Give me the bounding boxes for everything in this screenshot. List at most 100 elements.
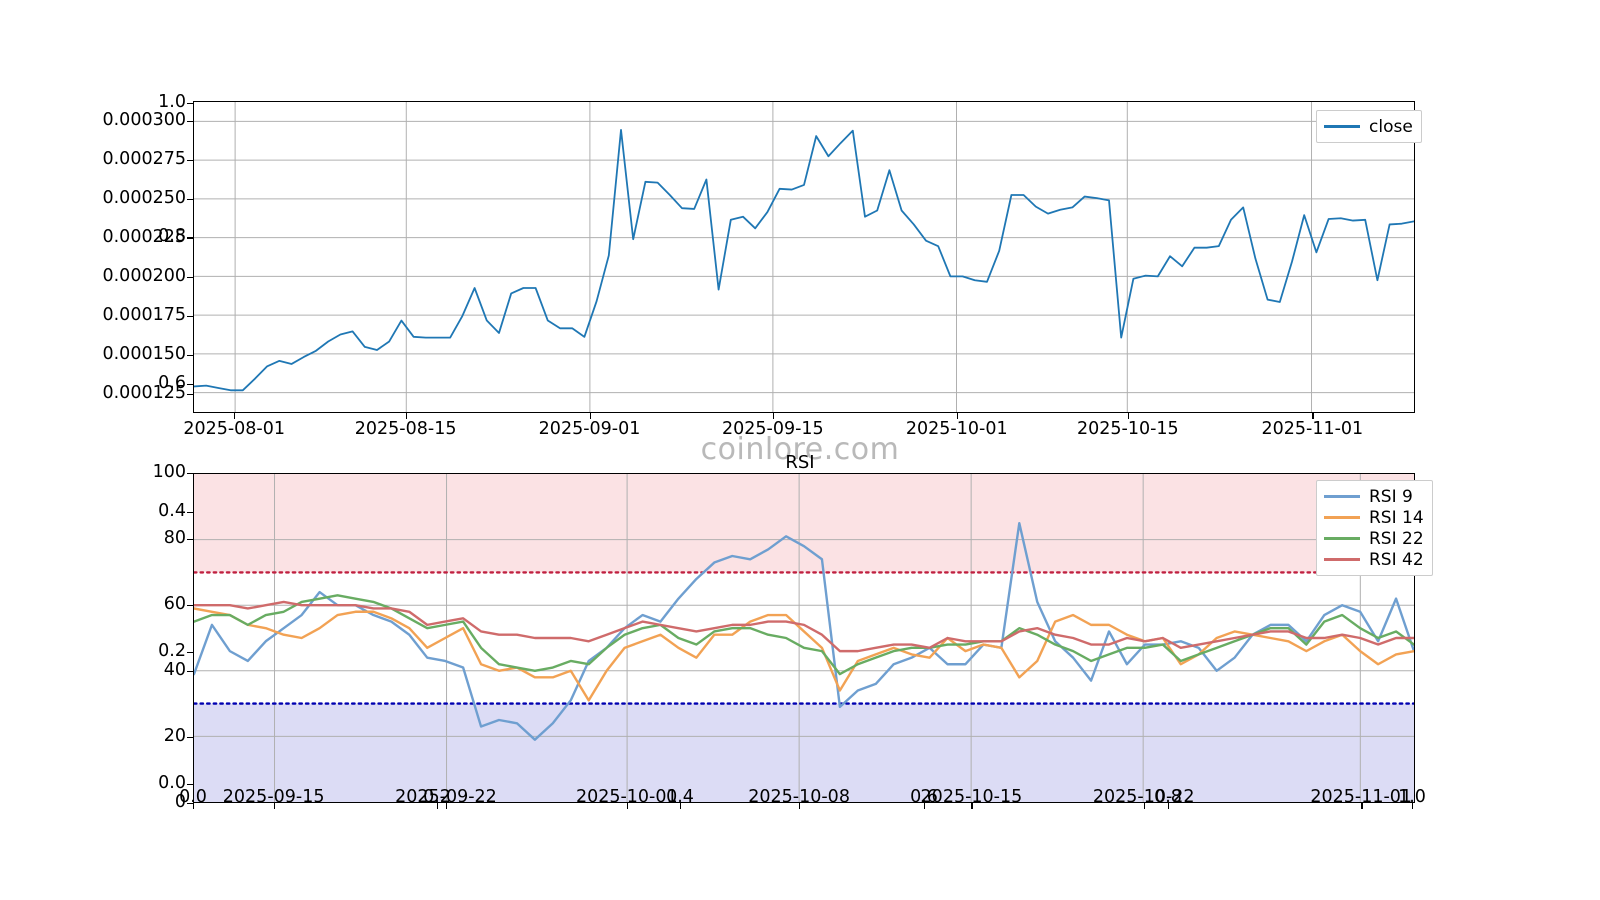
rsi-x-normalized-tick-label: 0.8 [1154, 787, 1182, 807]
rsi-x-tick-mark [799, 803, 801, 809]
price-y-normalized-tick-mark [187, 384, 193, 386]
rsi-x-normalized-tick-mark [1168, 803, 1170, 809]
price-y-tick-label: 0.000150 [102, 343, 186, 364]
price-x-tick-label: 2025-09-15 [721, 419, 824, 439]
rsi-x-normalized-tick-mark [437, 803, 439, 809]
rsi-x-tick-label: 2025-10-22 [1092, 787, 1195, 807]
rsi-x-tick-label: 2025-11-01 [1310, 787, 1413, 807]
rsi-x-tick-label: 2025-10-08 [748, 787, 850, 807]
price-x-tick-label: 2025-11-01 [1261, 419, 1364, 439]
price-x-tick-mark [956, 413, 959, 419]
price-y-tick-label: 0.000200 [102, 265, 186, 286]
rsi-y-normalized-tick-mark [187, 784, 193, 786]
legend-item-close: close [1324, 116, 1413, 137]
rsi-x-tick-label: 2025-09-15 [222, 787, 325, 807]
rsi-y-tick-label: 80 [163, 528, 186, 548]
price-y-normalized-tick-mark [187, 237, 193, 239]
price-x-tick-mark [234, 413, 236, 419]
rsi-y-normalized-tick-mark [187, 512, 193, 514]
rsi-x-normalized-tick-mark [1412, 803, 1414, 809]
rsi-y-tick-mark [187, 605, 193, 607]
rsi-y-tick-mark [187, 539, 193, 541]
legend-label: RSI 42 [1369, 549, 1424, 570]
price-y-normalized-tick-mark [187, 103, 193, 105]
rsi-x-normalized-tick-label: 1.0 [1398, 787, 1426, 807]
rsi-y-normalized-tick-mark [187, 652, 193, 654]
legend-label: close [1369, 116, 1413, 137]
rsi-y-tick-mark [187, 737, 193, 739]
price-y-tick-mark [187, 159, 193, 161]
rsi-x-tick-label: 2025-10-01 [575, 787, 678, 807]
price-x-tick-label: 2025-08-01 [183, 419, 286, 439]
rsi-x-normalized-tick-label: 0.4 [666, 787, 694, 807]
rsi-x-tick-mark [971, 803, 973, 809]
rsi-x-normalized-tick-label: 0.2 [423, 787, 451, 807]
legend-swatch-line-icon [1324, 516, 1360, 519]
rsi-y-tick-mark [187, 473, 193, 475]
rsi-y-tick-mark [187, 803, 193, 805]
legend-swatch-line-icon [1324, 537, 1360, 540]
legend-label: RSI 9 [1369, 486, 1413, 507]
rsi-x-tick-label: 2025-09-22 [395, 787, 497, 807]
rsi-y-tick-mark [187, 671, 193, 673]
legend-item-rsi-9: RSI 9 [1324, 486, 1424, 507]
price-y-tick-mark [187, 354, 193, 356]
rsi-x-tick-label: 2025-10-15 [920, 787, 1023, 807]
rsi-x-tick-mark [445, 803, 448, 809]
rsi-x-normalized-tick-mark [924, 803, 926, 809]
legend-label: RSI 14 [1369, 507, 1424, 528]
price-x-tick-mark [1312, 413, 1314, 419]
rsi-y-tick-label: 60 [163, 594, 186, 614]
price-x-tick-mark [1127, 413, 1130, 419]
price-x-tick-mark [405, 413, 407, 419]
price-y-tick-label: 0.000175 [102, 304, 186, 325]
price-y-tick-label: 0.000275 [102, 148, 186, 169]
rsi-x-tick-mark [273, 803, 275, 809]
rsi-y-normalized-tick-label: 0.0 [158, 773, 186, 793]
price-y-normalized-tick-label: 1.0 [158, 92, 186, 112]
legend-swatch-line-icon [1324, 495, 1360, 498]
price-y-normalized-tick-label: 0.8 [158, 226, 186, 246]
rsi-y-tick-label: 0 [174, 792, 186, 812]
rsi-y-normalized-tick-label: 0.2 [158, 641, 186, 661]
rsi-plot-area [194, 474, 1414, 802]
price-x-tick-label: 2025-08-15 [354, 419, 457, 439]
legend-item-rsi-14: RSI 14 [1324, 507, 1424, 528]
legend-swatch-line-icon [1324, 125, 1360, 128]
price-y-tick-label: 0.000250 [102, 187, 186, 208]
rsi-chart-title: RSI [785, 452, 815, 473]
rsi-x-normalized-tick-label: 0.6 [910, 787, 938, 807]
legend-label: RSI 22 [1369, 528, 1424, 549]
rsi-x-tick-mark [1361, 803, 1363, 809]
rsi-x-normalized-tick-mark [193, 803, 195, 809]
rsi-legend: RSI 9 RSI 14 RSI 22 RSI 42 [1316, 480, 1433, 576]
rsi-y-tick-label: 100 [152, 462, 186, 482]
rsi-x-normalized-tick-mark [680, 803, 682, 809]
rsi-chart-axes [193, 473, 1415, 803]
rsi-y-tick-label: 40 [163, 660, 186, 680]
price-y-tick-label: 0.000125 [102, 382, 186, 403]
price-y-tick-mark [187, 276, 193, 278]
price-legend: close [1316, 110, 1422, 143]
price-y-tick-mark [187, 198, 193, 200]
price-x-tick-mark [589, 413, 591, 419]
price-y-tick-label: 0.000300 [102, 109, 186, 130]
price-x-tick-label: 2025-10-15 [1076, 419, 1179, 439]
price-y-tick-label: 0.000225 [102, 226, 186, 247]
rsi-x-tick-mark [626, 803, 629, 809]
price-y-tick-mark [187, 120, 193, 122]
rsi-x-tick-mark [1143, 803, 1145, 809]
price-y-normalized-tick-label: 0.6 [158, 373, 186, 393]
price-y-tick-mark [187, 393, 193, 395]
legend-swatch-line-icon [1324, 558, 1360, 561]
legend-item-rsi-22: RSI 22 [1324, 528, 1424, 549]
price-x-tick-label: 2025-10-01 [905, 419, 1008, 439]
price-x-tick-label: 2025-09-01 [538, 419, 641, 439]
price-y-tick-mark [187, 315, 193, 317]
rsi-y-tick-label: 20 [163, 726, 186, 746]
rsi-y-normalized-tick-label: 0.4 [158, 501, 186, 521]
price-plot-area [194, 102, 1414, 412]
rsi-x-normalized-tick-label: 0.0 [179, 787, 207, 807]
price-chart-axes [193, 101, 1415, 413]
